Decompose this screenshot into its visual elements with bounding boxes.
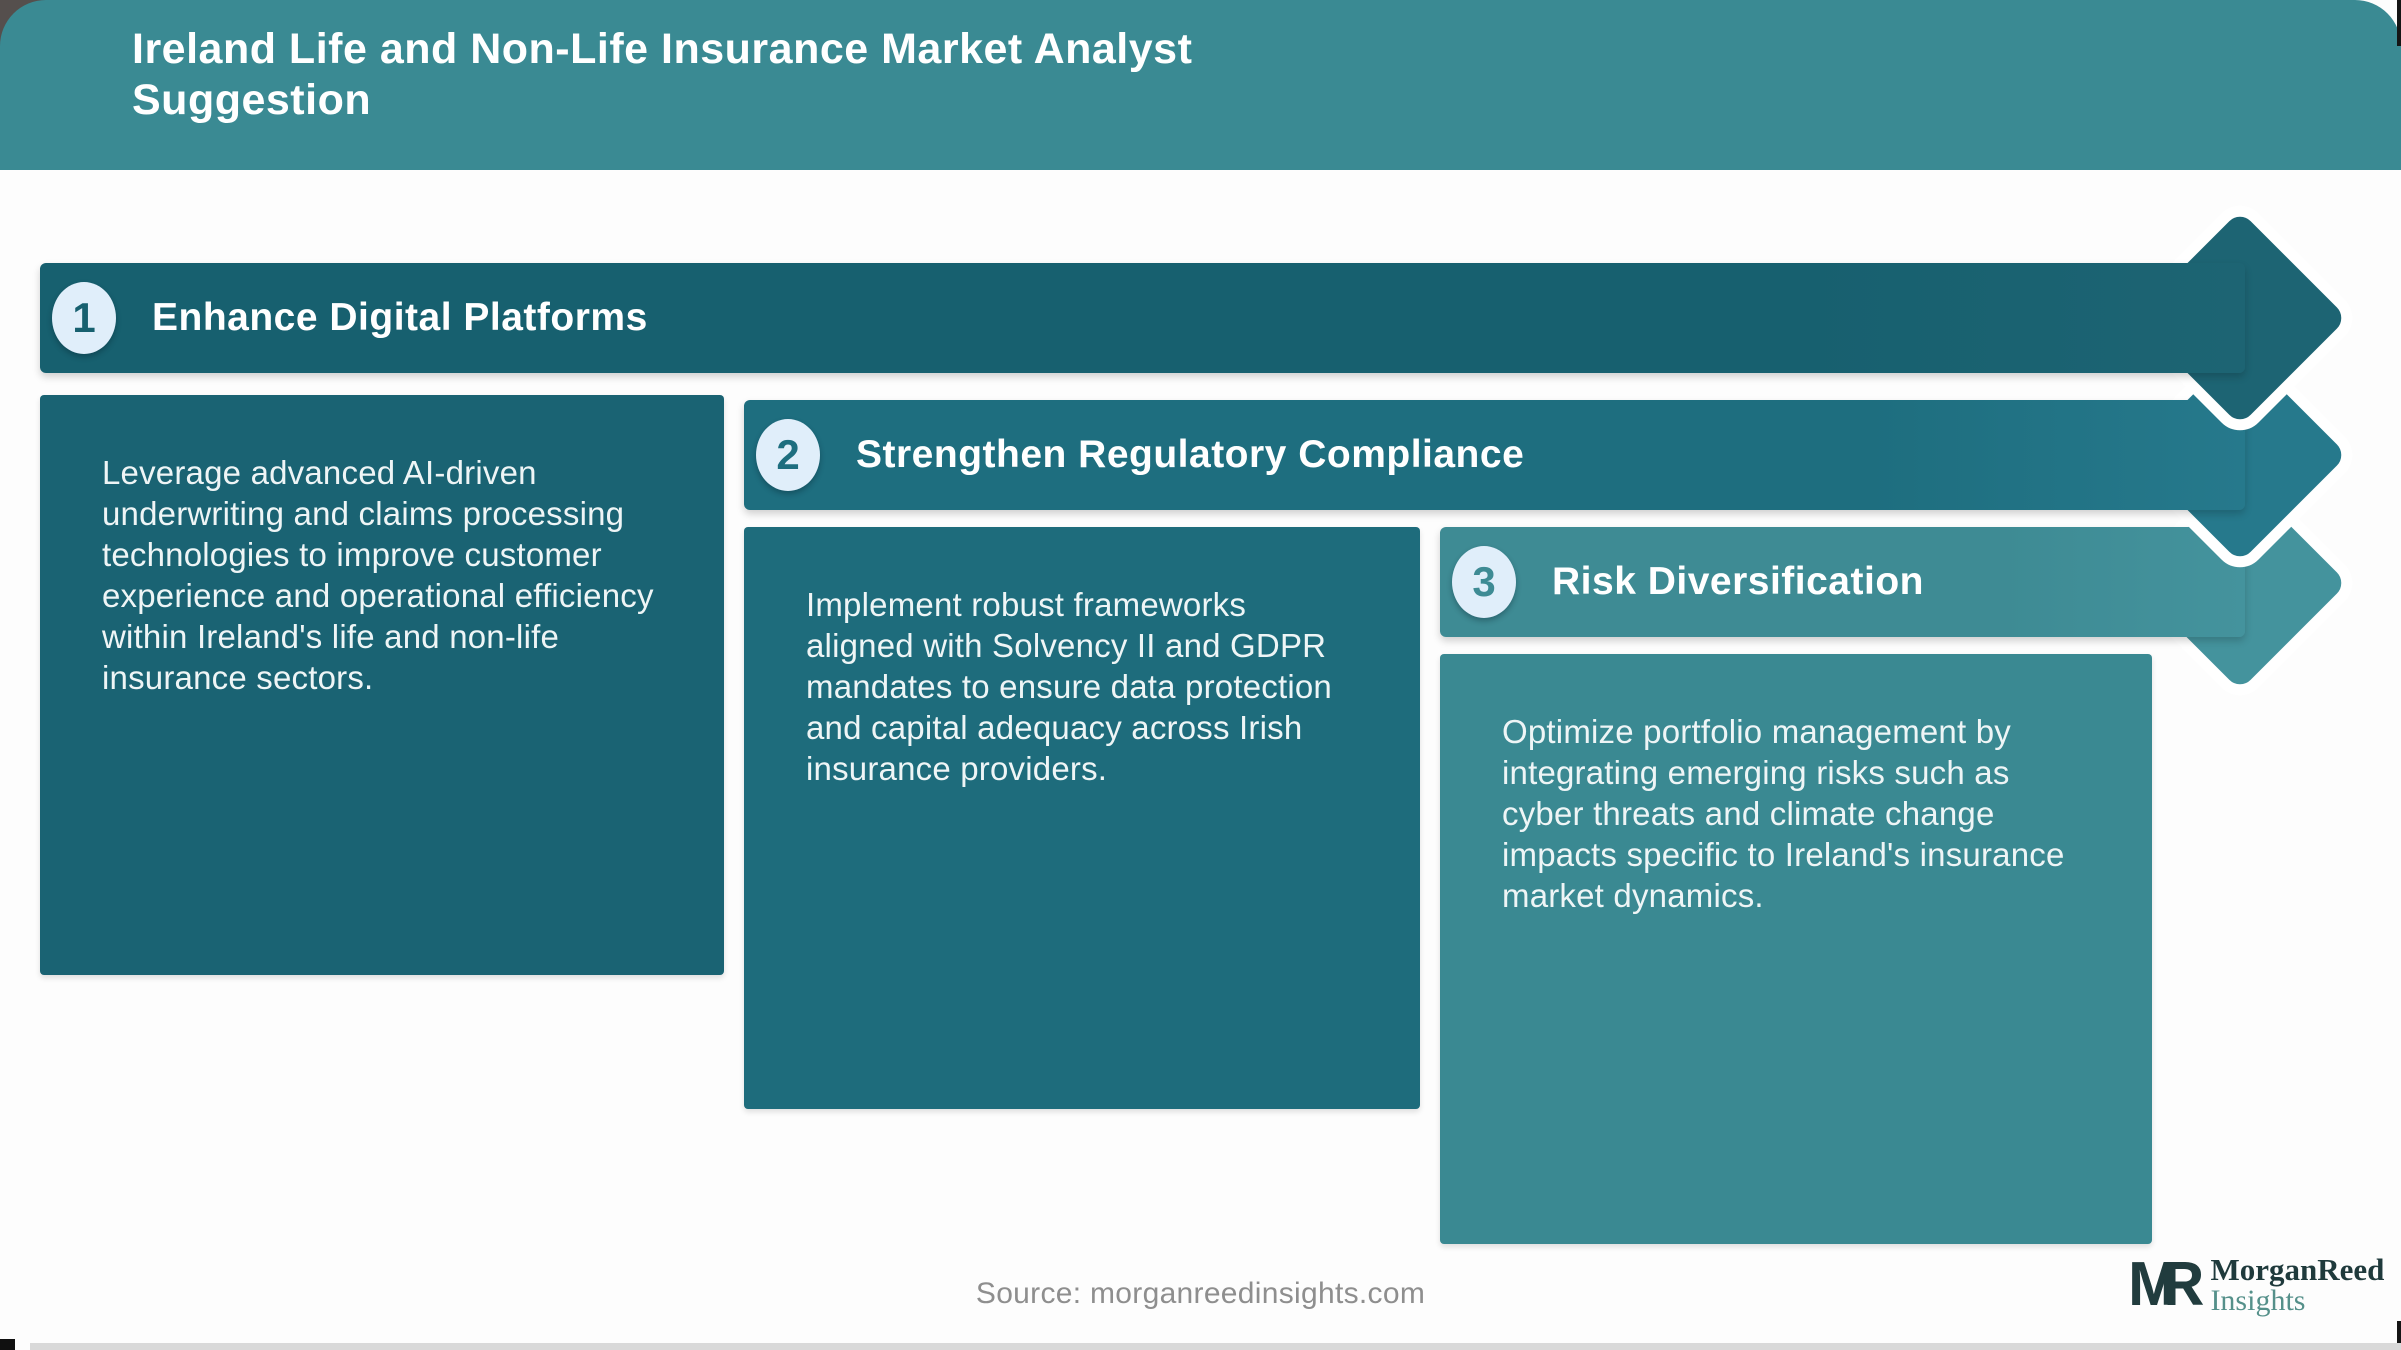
step-2-title: Strengthen Regulatory Compliance — [856, 433, 1525, 476]
step-2-description: Implement robust frameworks aligned with… — [806, 586, 1332, 787]
morganreed-logo: M R MorganReed Insights — [2128, 1254, 2384, 1316]
step-2-description-box: Implement robust frameworks aligned with… — [744, 527, 1420, 1109]
step-2-number: 2 — [776, 431, 800, 478]
step-3-description: Optimize portfolio management by integra… — [1502, 713, 2065, 914]
step-1-title: Enhance Digital Platforms — [152, 296, 648, 339]
right-edge-sliver-top — [2397, 0, 2401, 46]
source-text: Source: morganreedinsights.com — [975, 1277, 1426, 1310]
step-1-description-box: Leverage advanced AI-driven underwriting… — [40, 395, 724, 975]
right-edge-sliver-bottom — [2397, 1321, 2401, 1343]
logo-text: MorganReed Insights — [2210, 1254, 2384, 1316]
step-3-number: 3 — [1472, 558, 1496, 605]
step-1-banner: 1 Enhance Digital Platforms — [40, 263, 2245, 373]
logo-name: MorganReed — [2210, 1252, 2385, 1287]
logo-monogram-m: M — [2128, 1250, 2180, 1320]
step-3-title: Risk Diversification — [1552, 560, 1924, 603]
progress-bar-playhead[interactable] — [0, 1339, 15, 1350]
logo-mr-monogram-icon: M R — [2128, 1250, 2205, 1320]
step-1-number: 1 — [72, 294, 96, 341]
step-3-number-badge: 3 — [1452, 546, 1516, 618]
step-3-banner: 3 Risk Diversification — [1440, 527, 2245, 637]
step-2-banner: 2 Strengthen Regulatory Compliance — [744, 400, 2245, 510]
step-1-description: Leverage advanced AI-driven underwriting… — [102, 454, 654, 696]
progress-bar-track[interactable] — [30, 1343, 2401, 1350]
step-2-number-badge: 2 — [756, 419, 820, 491]
page-title: Ireland Life and Non-Life Insurance Mark… — [132, 25, 1193, 124]
step-3-description-box: Optimize portfolio management by integra… — [1440, 654, 2152, 1244]
logo-monogram-r: R — [2159, 1250, 2205, 1320]
header: Ireland Life and Non-Life Insurance Mark… — [0, 0, 2401, 170]
step-1-number-badge: 1 — [52, 282, 116, 354]
logo-tagline: Insights — [2210, 1283, 2306, 1317]
